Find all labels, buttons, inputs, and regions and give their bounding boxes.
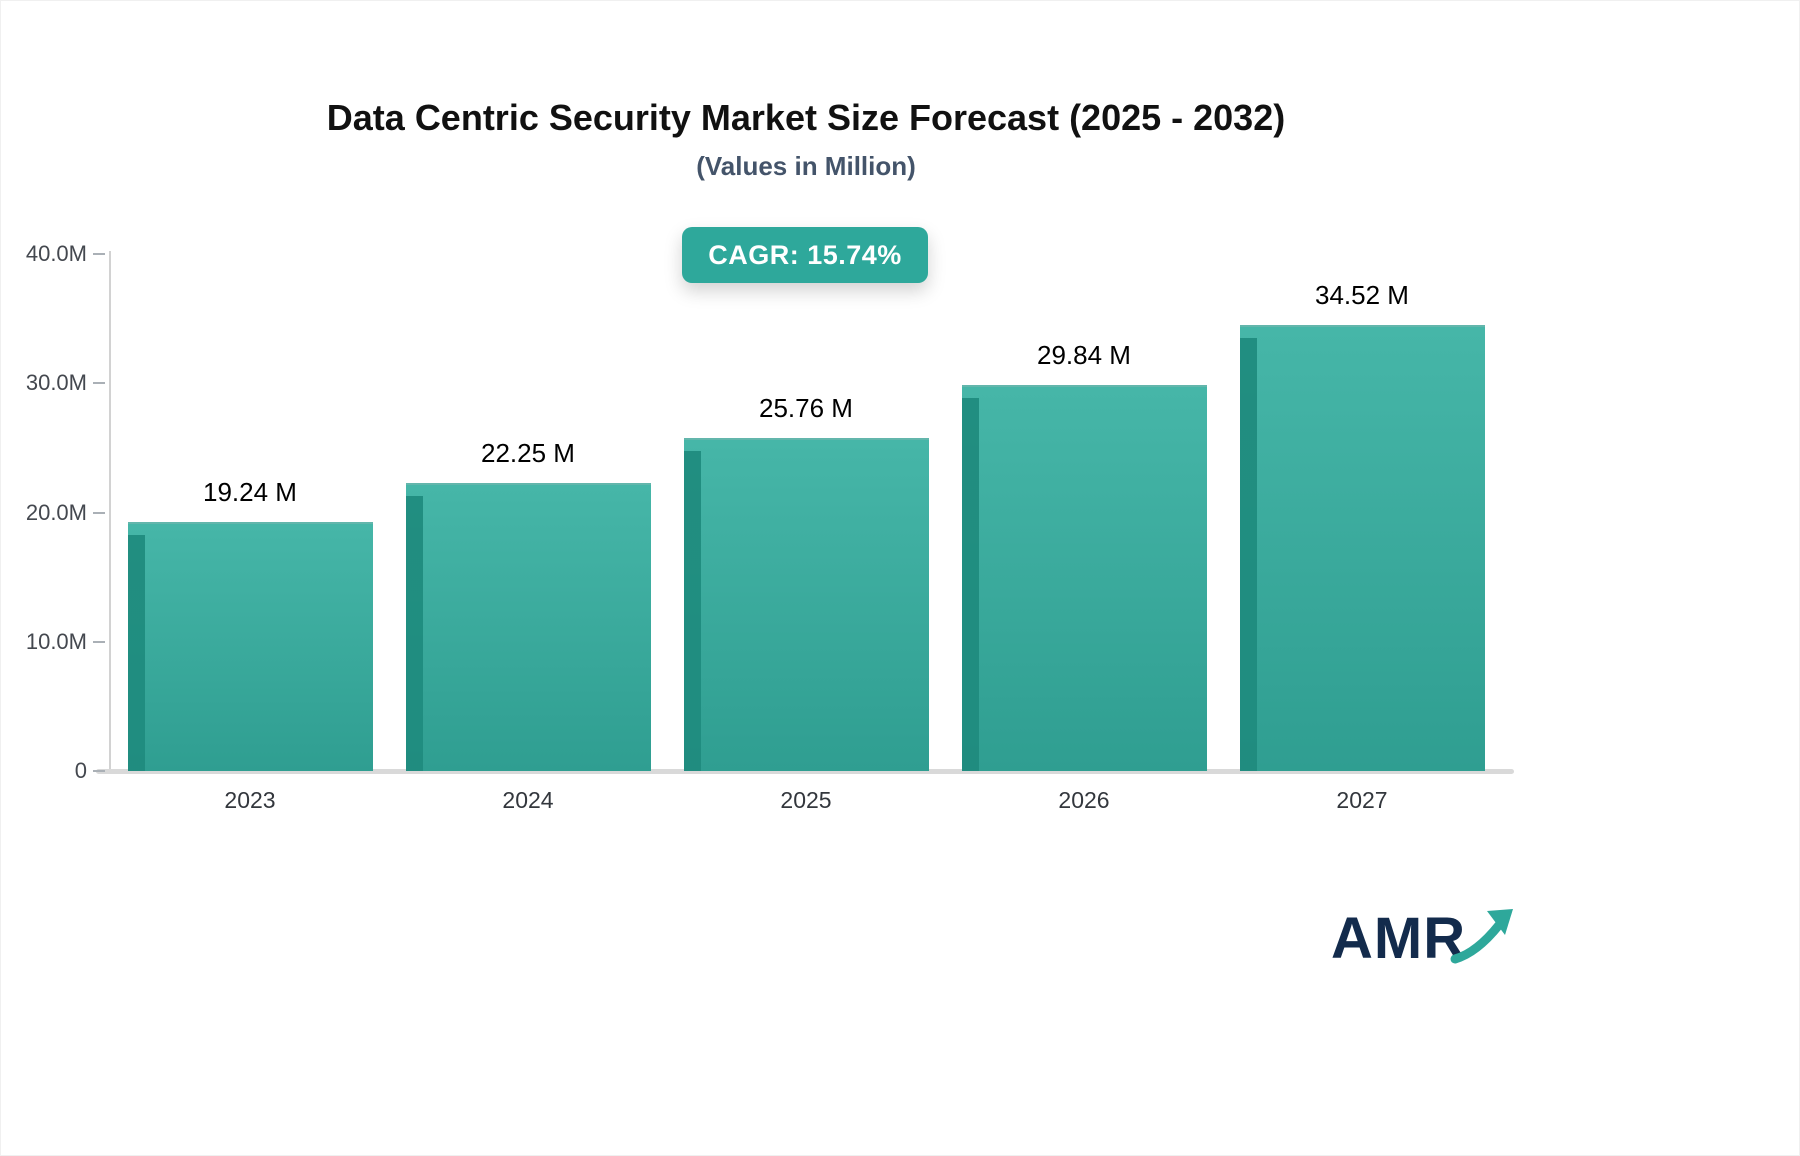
y-tick-mark — [93, 511, 105, 514]
y-tick-mark — [93, 253, 105, 255]
x-tick-label-2023: 2023 — [224, 787, 276, 813]
bar-side-shade — [127, 535, 145, 771]
bar-value-label: 25.76 M — [759, 393, 853, 423]
chart-subtitle: (Values in Million) — [696, 151, 916, 181]
bar-side-shade — [961, 398, 979, 771]
y-tick-label: 10.0M — [25, 628, 87, 654]
amr-logo-text: AMR — [1331, 906, 1467, 971]
bar-face — [1239, 325, 1485, 771]
growth-arrow-icon — [1450, 909, 1513, 964]
y-tick-mark — [93, 640, 105, 643]
y-tick-label: 40.0M — [25, 241, 87, 266]
x-tick-label-2026: 2026 — [1058, 787, 1110, 813]
x-tick-label-2024: 2024 — [502, 787, 554, 813]
x-tick-label-2025: 2025 — [780, 787, 832, 813]
bar-face — [405, 483, 651, 771]
bar-2027 — [1239, 325, 1485, 771]
y-tick-label: 20.0M — [25, 499, 87, 525]
bar-value-label: 19.24 M — [203, 477, 297, 507]
y-tick-mark — [93, 770, 105, 772]
bar-value-label: 29.84 M — [1037, 340, 1131, 370]
y-tick-mark — [93, 382, 105, 385]
chart-title: Data Centric Security Market Size Foreca… — [326, 97, 1286, 138]
cagr-badge-label: CAGR: 15.74% — [708, 239, 902, 270]
bar-face — [961, 385, 1207, 771]
bar-2024 — [405, 483, 651, 771]
bar-face — [683, 438, 929, 771]
bar-side-shade — [683, 451, 701, 771]
plot-area: 19.24 M 22.25 M 25.76 M 29.84 M 34.52 M — [111, 254, 1501, 771]
bar-2023 — [127, 522, 373, 771]
bar-face — [127, 522, 373, 771]
y-axis-line — [109, 251, 111, 771]
y-tick-label: 30.0M — [25, 370, 87, 396]
amr-logo: AMR — [1331, 897, 1513, 977]
bar-value-label: 34.52 M — [1315, 280, 1409, 310]
cagr-badge: CAGR: 15.74% — [682, 227, 928, 283]
y-tick-label: 0 — [74, 758, 87, 783]
bar-side-shade — [405, 496, 423, 771]
x-tick-label-2027: 2027 — [1336, 787, 1388, 813]
bar-2026 — [961, 385, 1207, 771]
bar-value-label: 22.25 M — [481, 438, 575, 468]
bar-side-shade — [1239, 338, 1257, 771]
bar-2025 — [683, 438, 929, 771]
x-axis-line — [96, 769, 1514, 774]
